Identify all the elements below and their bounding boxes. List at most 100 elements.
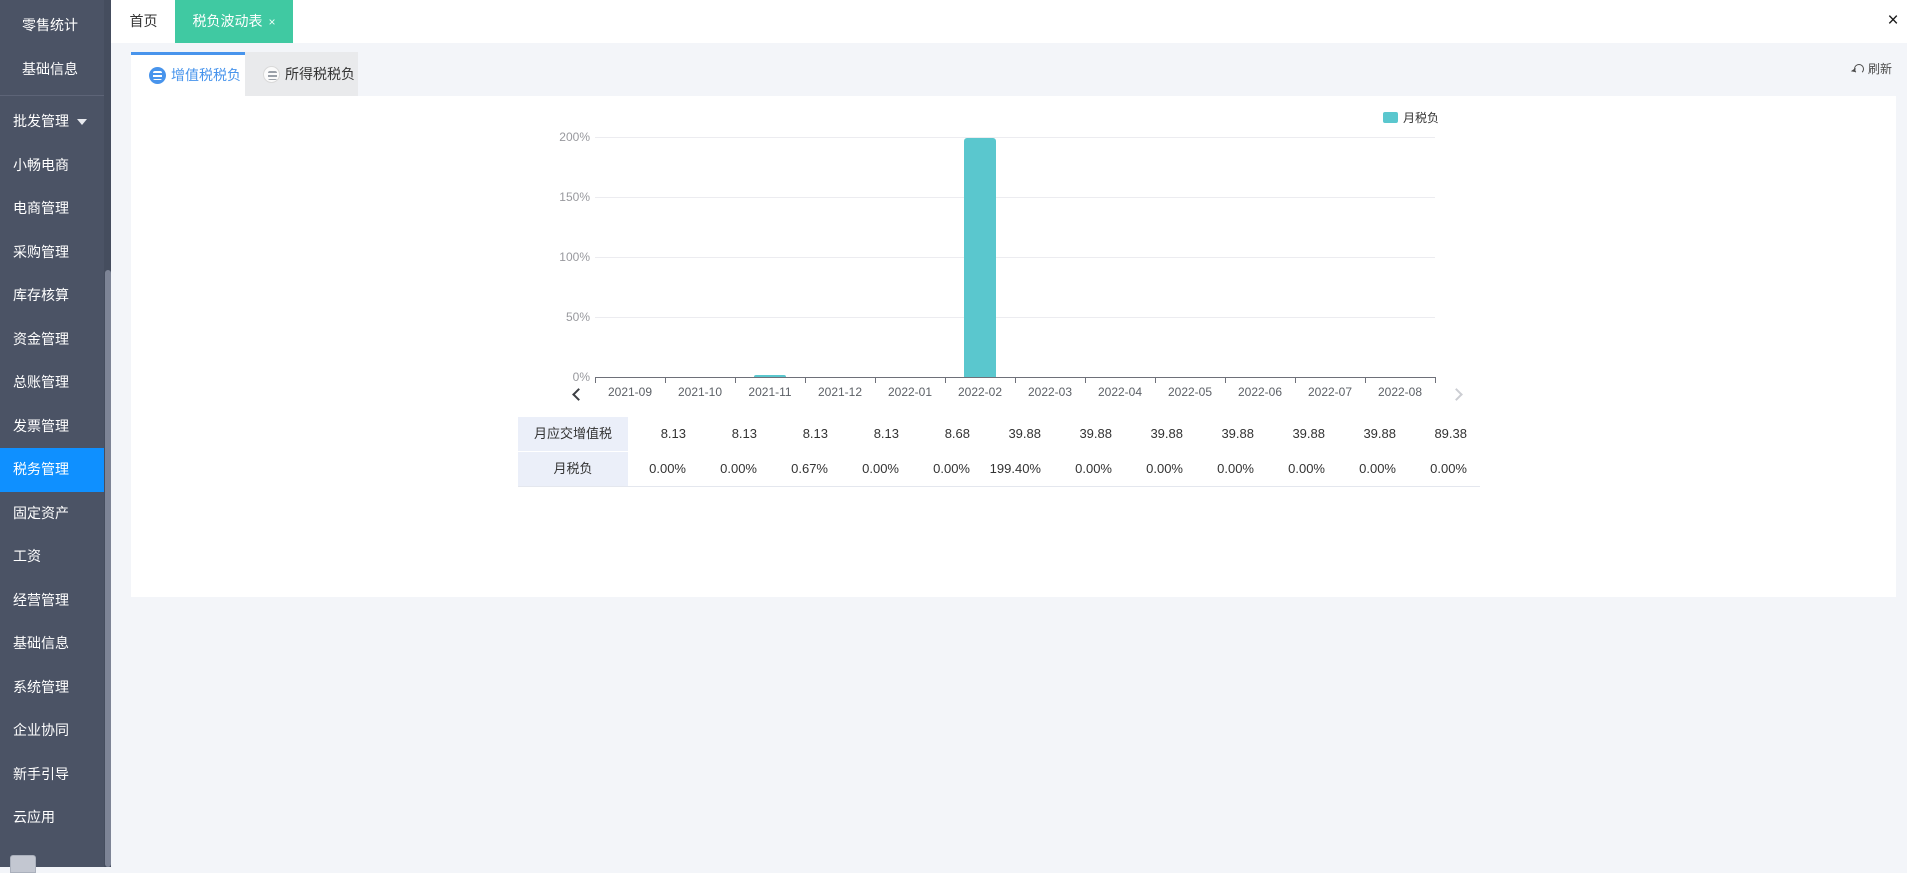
x-axis-tick [1295, 378, 1296, 383]
sidebar-item-cloud-apps[interactable]: 云应用 [0, 796, 111, 840]
table-row-header: 月应交增值税 [518, 417, 628, 451]
table-cell: 0.00% [862, 461, 899, 476]
sidebar-item-payroll[interactable]: 工资 [0, 535, 111, 579]
x-axis-tick-label: 2022-08 [1377, 385, 1423, 399]
sidebar-item-label: 税务管理 [13, 461, 69, 477]
sidebar-item-label: 基础信息 [13, 635, 69, 651]
tab-close-icon[interactable]: × [268, 15, 276, 29]
sidebar-item-label: 电商管理 [13, 200, 69, 216]
table-cell: 8.13 [873, 426, 899, 441]
x-axis-line [595, 377, 1436, 378]
y-axis-tick-label: 100% [559, 250, 590, 264]
x-axis-tick-label: 2022-05 [1167, 385, 1213, 399]
x-axis-tick [735, 378, 736, 383]
table-cell: 39.88 [1150, 426, 1183, 441]
gridline [595, 137, 1435, 138]
x-axis-tick-label: 2022-07 [1307, 385, 1353, 399]
table-cell: 0.00% [933, 461, 970, 476]
refresh-button[interactable]: 刷新 [1853, 60, 1892, 78]
sidebar-item-label: 基础信息 [22, 60, 78, 77]
sidebar-item-tax-mgmt[interactable]: 税务管理 [0, 448, 111, 492]
x-axis-tick [665, 378, 666, 383]
x-axis-tick [805, 378, 806, 383]
sidebar-item-label: 资金管理 [13, 330, 69, 347]
income-report-icon [263, 66, 280, 83]
gridline [595, 317, 1435, 318]
sidebar-item-wholesale-mgmt[interactable]: 批发管理 [0, 100, 111, 144]
sidebar-item-beginner-guide[interactable]: 新手引导 [0, 753, 111, 797]
x-axis-tick-label: 2022-06 [1237, 385, 1283, 399]
y-axis-tick-label: 150% [559, 190, 590, 204]
x-axis-tick-label: 2021-12 [817, 385, 863, 399]
table-cell: 89.38 [1434, 426, 1467, 441]
sidebar-item-operations-mgmt[interactable]: 经营管理 [0, 579, 111, 623]
sidebar-menu: 零售统计 基础信息 批发管理 小畅电商 电商管理 采购管理 库存核算 资金管理 总账管理 发票管理… [0, 0, 111, 840]
tab-income-tax-burden[interactable]: 所得税税负 [245, 52, 358, 96]
sidebar-scrollbar-track [104, 0, 111, 867]
sidebar-item-label: 工资 [13, 548, 41, 564]
table-cell: 39.88 [1221, 426, 1254, 441]
sidebar-item-ecommerce-mgmt[interactable]: 电商管理 [0, 187, 111, 231]
content-panel [131, 96, 1896, 597]
table-cell: 199.40% [989, 461, 1041, 476]
sidebar-divider [0, 95, 111, 96]
tab-tax-fluctuation-label: 税负波动表 [192, 13, 263, 29]
sidebar-item-general-ledger[interactable]: 总账管理 [0, 361, 111, 405]
table-cell: 0.00% [649, 461, 686, 476]
table-cell: 8.13 [802, 426, 828, 441]
sidebar-item-label: 企业协同 [13, 722, 69, 738]
x-axis-tick [875, 378, 876, 383]
bar-2022-02 [964, 137, 996, 377]
tab-tax-fluctuation[interactable]: 税负波动表 × [175, 0, 293, 43]
table-cell: 0.00% [1288, 461, 1325, 476]
table-cell: 0.00% [1217, 461, 1254, 476]
sidebar-item-invoice-mgmt[interactable]: 发票管理 [0, 405, 111, 449]
x-axis-tick-label: 2022-02 [957, 385, 1003, 399]
legend-swatch-icon [1383, 112, 1398, 123]
tab-vat-tax-burden-label: 增值税税负 [171, 67, 241, 83]
sidebar-item-basic-info-2[interactable]: 基础信息 [0, 622, 111, 666]
sidebar-item-label: 固定资产 [13, 504, 69, 521]
sidebar-item-purchase-mgmt[interactable]: 采购管理 [0, 231, 111, 275]
sidebar-item-xiaochang-ecommerce[interactable]: 小畅电商 [0, 144, 111, 188]
x-axis-tick-label: 2021-09 [607, 385, 653, 399]
chart-legend[interactable]: 月税负 [1383, 109, 1439, 125]
sidebar-item-retail-stats[interactable]: 零售统计 [0, 4, 111, 48]
table-cell: 0.00% [1430, 461, 1467, 476]
sidebar-item-label: 系统管理 [13, 678, 69, 695]
sidebar-item-label: 经营管理 [13, 591, 69, 608]
sidebar-item-enterprise-collab[interactable]: 企业协同 [0, 709, 111, 753]
refresh-icon [1853, 64, 1864, 74]
sidebar-item-label: 库存核算 [13, 287, 69, 303]
tab-income-tax-burden-label: 所得税税负 [285, 66, 355, 82]
x-axis-tick [1085, 378, 1086, 383]
tab-home[interactable]: 首页 [112, 0, 175, 43]
sidebar-item-funds-mgmt[interactable]: 资金管理 [0, 318, 111, 362]
x-axis-tick [595, 378, 596, 383]
x-axis-tick-label: 2021-10 [677, 385, 723, 399]
table-cell: 0.00% [1146, 461, 1183, 476]
sidebar-item-fixed-assets[interactable]: 固定资产 [0, 492, 111, 536]
table-cell: 39.88 [1363, 426, 1396, 441]
y-axis-tick-label: 0% [572, 370, 590, 384]
sidebar: 零售统计 基础信息 批发管理 小畅电商 电商管理 采购管理 库存核算 资金管理 总账管理 发票管理… [0, 0, 111, 873]
table-cell: 39.88 [1008, 426, 1041, 441]
tab-vat-tax-burden[interactable]: 增值税税负 [131, 52, 245, 96]
gridline [595, 257, 1435, 258]
sidebar-item-inventory-accounting[interactable]: 库存核算 [0, 274, 111, 318]
bar-chart: 0% 50% 100% 150% 200% 2021-09 2021-10 2021-11 20… [559, 131, 1436, 399]
table-cell: 8.13 [731, 426, 757, 441]
table-cell: 0.67% [791, 461, 828, 476]
sidebar-scrollbar-thumb[interactable] [104, 270, 111, 867]
sidebar-item-basic-info[interactable]: 基础信息 [0, 48, 111, 92]
gridline [595, 197, 1435, 198]
bar-2021-11 [754, 375, 786, 377]
x-axis-tick [1155, 378, 1156, 383]
sidebar-bottom-button[interactable] [10, 855, 36, 873]
x-axis-tick-label: 2021-11 [748, 385, 792, 399]
table-row-header: 月税负 [518, 452, 628, 486]
tax-table-grid: 月应交增值税 8.13 8.13 8.13 8.13 8.68 39.88 39.88 39.8… [518, 417, 1480, 486]
sidebar-item-system-mgmt[interactable]: 系统管理 [0, 666, 111, 710]
tax-table: 月应交增值税 8.13 8.13 8.13 8.13 8.68 39.88 39.88 39.8… [518, 417, 1480, 487]
window-close-icon[interactable]: × [1887, 10, 1899, 31]
